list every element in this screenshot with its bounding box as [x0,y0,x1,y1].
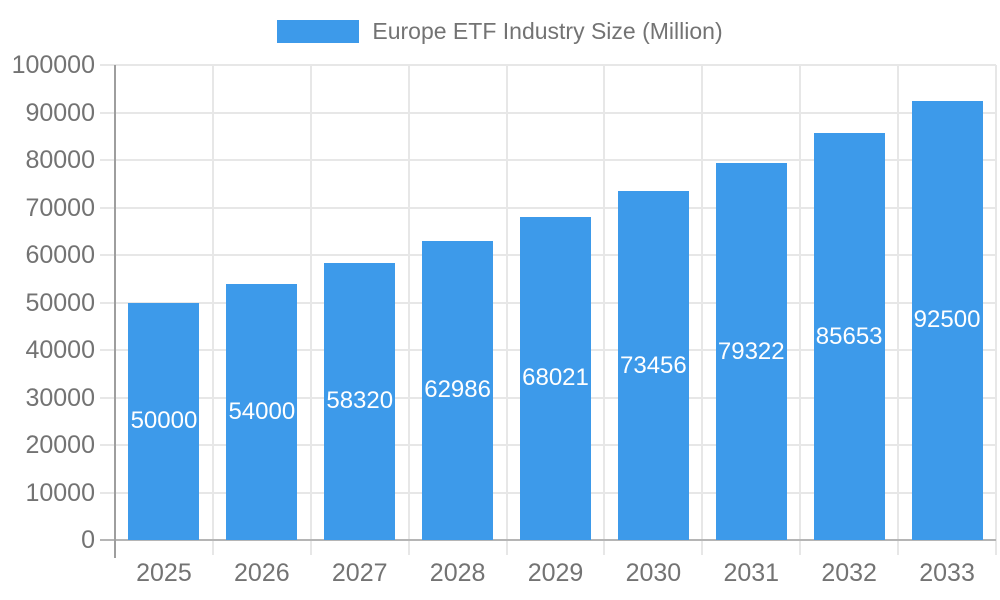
legend-label: Europe ETF Industry Size (Million) [372,18,723,44]
y-gridline [100,159,996,161]
bar-value-label: 58320 [326,387,394,415]
bar-2030[interactable] [617,191,689,540]
y-tick-label: 60000 [25,241,95,269]
y-tick-label: 0 [81,526,95,554]
x-tick-label: 2025 [136,559,192,587]
bar-2031[interactable] [715,163,787,540]
x-tick-label: 2026 [234,559,290,587]
y-gridline [100,64,996,66]
x-tick-label: 2031 [723,559,780,587]
x-tick-label: 2027 [331,559,388,587]
y-tick-label: 30000 [25,383,95,412]
bar-2025[interactable] [128,302,200,540]
x-gridline [407,65,410,555]
y-tick-label: 50000 [25,288,95,317]
y-tick-label: 20000 [25,431,95,459]
bar-value-label: 68021 [522,364,589,392]
bar-2028[interactable] [422,240,494,540]
y-tick-label: 70000 [25,193,95,222]
y-tick-label: 40000 [25,336,95,364]
bar-2026[interactable] [226,283,298,540]
y-tick-label: 100000 [11,51,95,79]
x-gridline [505,65,508,555]
y-axis-line [114,65,116,558]
legend-swatch [277,20,360,43]
bar-value-label: 54000 [228,397,296,425]
y-tick-label: 90000 [25,98,95,127]
x-gridline [995,65,997,555]
bar-value-label: 73456 [620,351,687,379]
bar-value-label: 50000 [130,407,198,435]
bar-2027[interactable] [324,262,396,540]
bar-2033[interactable] [911,100,983,540]
x-gridline [603,65,606,555]
bar-value-label: 92500 [913,306,981,334]
x-axis-line [100,539,996,541]
x-tick-label: 2029 [527,559,584,587]
y-tick-label: 80000 [25,146,95,174]
bar-2032[interactable] [813,133,885,540]
x-tick-label: 2030 [625,559,682,587]
x-gridline [211,65,214,555]
bar-value-label: 79322 [717,337,785,365]
x-tick-label: 2033 [919,559,975,587]
x-tick-label: 2032 [821,559,877,587]
x-tick-label: 2028 [429,559,486,587]
y-gridline [100,111,996,114]
x-gridline [309,65,312,555]
bar-value-label: 85653 [815,322,883,350]
bar-2029[interactable] [520,216,591,540]
x-gridline [799,65,802,555]
bar-value-label: 62986 [424,376,491,404]
legend-item[interactable]: Europe ETF Industry Size (Million) [0,18,1000,44]
x-gridline [701,65,704,555]
y-tick-label: 10000 [25,478,95,507]
y-gridline [100,206,996,209]
x-gridline [897,65,900,555]
